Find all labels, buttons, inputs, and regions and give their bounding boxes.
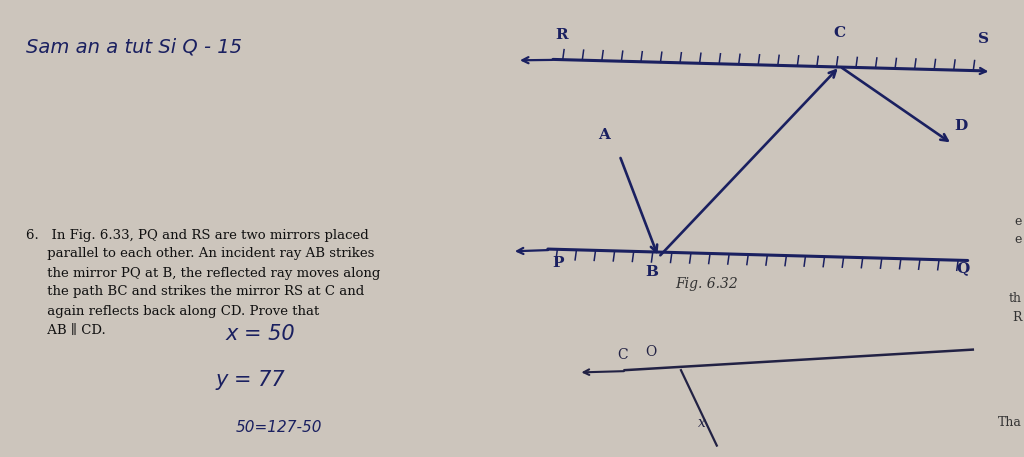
Text: C: C [834, 26, 846, 40]
Text: R: R [1013, 311, 1022, 324]
Text: Sam an a tut Si Q - 15: Sam an a tut Si Q - 15 [26, 37, 242, 57]
Text: O: O [646, 345, 656, 360]
Text: A: A [598, 128, 610, 143]
Text: x: x [697, 416, 706, 430]
Text: S: S [978, 32, 988, 47]
Text: x = 50: x = 50 [225, 324, 295, 345]
Text: B: B [646, 266, 658, 280]
Text: Tha: Tha [998, 416, 1022, 429]
Text: R: R [555, 28, 567, 42]
Text: P: P [552, 256, 564, 271]
Text: Fig. 6.32: Fig. 6.32 [675, 277, 738, 291]
Text: y = 77: y = 77 [215, 370, 285, 390]
Text: 6.   In Fig. 6.33, PQ and RS are two mirrors placed
     parallel to each other.: 6. In Fig. 6.33, PQ and RS are two mirro… [26, 228, 380, 336]
Text: th: th [1009, 292, 1022, 305]
Text: e: e [1015, 233, 1022, 246]
Text: e: e [1015, 215, 1022, 228]
Text: D: D [954, 119, 967, 133]
Text: Q: Q [956, 261, 969, 275]
Text: 50=127-50: 50=127-50 [236, 420, 322, 435]
Text: C: C [617, 348, 628, 362]
